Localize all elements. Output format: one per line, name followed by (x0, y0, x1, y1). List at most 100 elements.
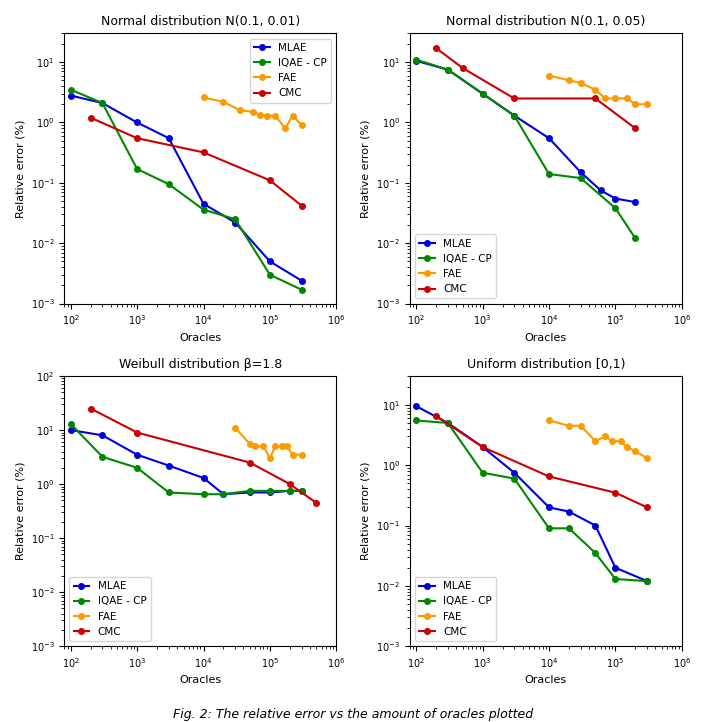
Y-axis label: Relative error (%): Relative error (%) (361, 119, 371, 218)
Y-axis label: Relative error (%): Relative error (%) (15, 119, 25, 218)
MLAE (297, 277, 306, 285)
Legend: MLAE, IQAE - CP, FAE, CMC: MLAE, IQAE - CP, FAE, CMC (415, 235, 496, 298)
MLAE (591, 521, 599, 530)
IQAE - CP (545, 170, 554, 178)
MLAE (412, 56, 421, 65)
IQAE - CP (66, 419, 75, 428)
CMC (133, 428, 141, 437)
FAE (199, 93, 208, 102)
Line: IQAE - CP: IQAE - CP (414, 418, 650, 584)
IQAE - CP (643, 577, 652, 586)
CMC (432, 44, 441, 53)
FAE (271, 442, 280, 451)
FAE (616, 437, 625, 445)
FAE (545, 416, 554, 425)
CMC (432, 412, 441, 420)
CMC (510, 94, 518, 103)
FAE (643, 100, 652, 108)
MLAE (545, 503, 554, 512)
FAE (631, 100, 640, 108)
IQAE - CP (631, 234, 640, 243)
IQAE - CP (510, 111, 518, 120)
MLAE (611, 194, 620, 203)
FAE (259, 442, 268, 451)
Legend: MLAE, IQAE - CP, FAE, CMC: MLAE, IQAE - CP, FAE, CMC (415, 577, 496, 641)
FAE (576, 79, 585, 87)
MLAE (611, 563, 620, 572)
FAE (249, 108, 257, 116)
Line: CMC: CMC (433, 45, 638, 131)
Line: MLAE: MLAE (68, 427, 304, 497)
MLAE (265, 488, 274, 497)
Line: IQAE - CP: IQAE - CP (68, 87, 304, 292)
Title: Weibull distribution β=1.8: Weibull distribution β=1.8 (119, 357, 282, 370)
FAE (565, 76, 573, 84)
MLAE (597, 186, 605, 195)
MLAE (565, 508, 573, 516)
MLAE (66, 91, 75, 100)
CMC (631, 124, 640, 133)
IQAE - CP (66, 85, 75, 94)
MLAE (98, 99, 107, 108)
Legend: MLAE, IQAE - CP, FAE, CMC: MLAE, IQAE - CP, FAE, CMC (250, 38, 331, 103)
CMC (286, 480, 294, 489)
FAE (231, 424, 239, 432)
FAE (631, 447, 640, 456)
CMC (86, 404, 95, 413)
FAE (601, 94, 609, 103)
IQAE - CP (133, 165, 141, 173)
MLAE (479, 90, 487, 98)
FAE (246, 440, 254, 448)
MLAE (412, 402, 421, 411)
IQAE - CP (443, 419, 452, 427)
IQAE - CP (164, 180, 173, 188)
CMC (611, 488, 620, 497)
Line: CMC: CMC (88, 115, 304, 209)
IQAE - CP (286, 487, 294, 495)
IQAE - CP (265, 487, 274, 495)
IQAE - CP (412, 56, 421, 64)
CMC (643, 503, 652, 512)
IQAE - CP (479, 469, 487, 477)
CMC (133, 134, 141, 142)
IQAE - CP (565, 524, 573, 533)
Y-axis label: Relative error (%): Relative error (%) (361, 462, 371, 560)
Line: MLAE: MLAE (68, 92, 304, 284)
CMC (297, 201, 306, 210)
CMC (265, 176, 274, 185)
FAE (220, 97, 228, 106)
FAE (289, 111, 297, 120)
FAE (565, 422, 573, 430)
MLAE (510, 469, 518, 477)
FAE (281, 124, 289, 133)
MLAE (98, 431, 107, 440)
IQAE - CP (199, 205, 208, 214)
MLAE (164, 134, 173, 142)
MLAE (246, 488, 254, 497)
MLAE (265, 257, 274, 266)
CMC (312, 498, 321, 507)
Line: IQAE - CP: IQAE - CP (68, 421, 304, 497)
CMC (199, 148, 208, 157)
IQAE - CP (231, 215, 239, 224)
MLAE (443, 419, 452, 427)
CMC (479, 443, 487, 451)
Title: Normal distribution N(0.1, 0.05): Normal distribution N(0.1, 0.05) (446, 15, 645, 28)
FAE (297, 121, 306, 129)
FAE (545, 71, 554, 80)
Line: CMC: CMC (88, 406, 319, 505)
MLAE (133, 118, 141, 127)
Line: FAE: FAE (232, 425, 304, 461)
MLAE (510, 111, 518, 120)
IQAE - CP (611, 575, 620, 583)
MLAE (545, 134, 554, 142)
IQAE - CP (220, 490, 228, 499)
MLAE (220, 490, 228, 499)
IQAE - CP (133, 464, 141, 472)
MLAE (133, 451, 141, 459)
FAE (251, 442, 259, 451)
FAE (643, 454, 652, 463)
CMC (458, 64, 467, 72)
Line: FAE: FAE (546, 73, 650, 107)
X-axis label: Oracles: Oracles (525, 333, 567, 343)
